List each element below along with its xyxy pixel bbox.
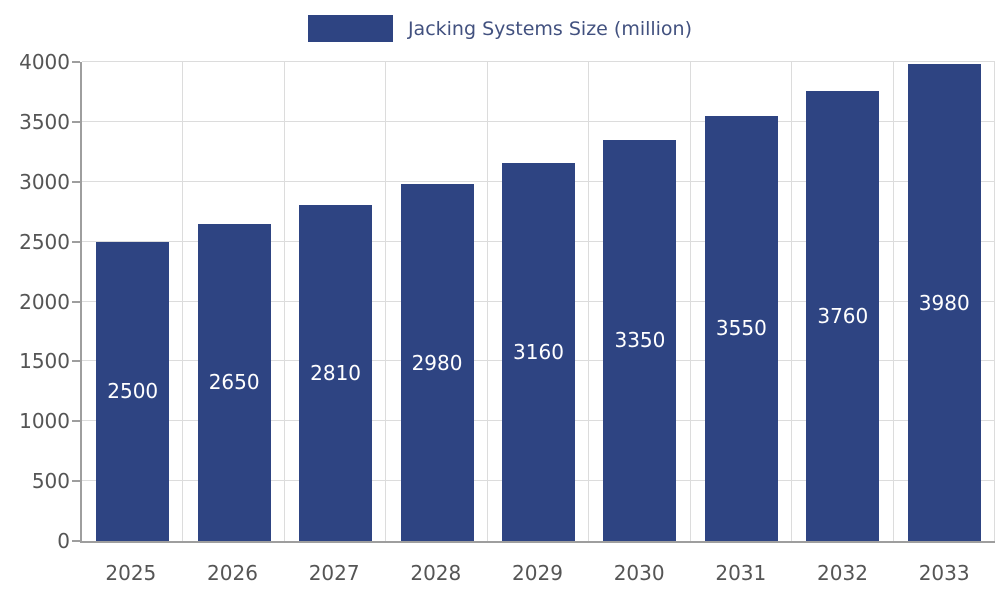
x-tick-label: 2033	[918, 561, 970, 585]
y-tick-label: 2500	[19, 229, 70, 254]
legend-label: Jacking Systems Size (million)	[407, 17, 693, 40]
x-tick-label: 2026	[207, 561, 258, 585]
legend-swatch	[307, 15, 393, 42]
bar-value-label: 3760	[817, 303, 869, 328]
legend: Jacking Systems Size (million)	[0, 15, 1000, 42]
bar-2028: 2980	[400, 184, 474, 541]
gridline-vertical	[486, 62, 488, 541]
plot-area: 2500 2650 2810 2980 3160 3350 3550 3760 3980	[72, 61, 995, 543]
bar-slot: 2980	[386, 62, 487, 541]
bar-slot: 3760	[792, 62, 893, 541]
y-tick-label: 0	[57, 529, 70, 553]
bar-2027: 2810	[299, 204, 373, 541]
y-axis-tick	[72, 420, 80, 423]
bar-2033: 3980	[907, 64, 981, 541]
y-axis-tick	[72, 480, 80, 483]
y-axis-tick	[72, 300, 80, 303]
x-tick-label: 2031	[715, 561, 767, 585]
x-tick-label: 2030	[613, 561, 665, 585]
y-axis-tick	[72, 120, 80, 123]
bar-slot: 3350	[589, 62, 690, 541]
y-tick-label: 1500	[19, 349, 70, 374]
bar-2031: 3550	[704, 115, 778, 541]
bar-2032: 3760	[806, 90, 880, 541]
bar-2025: 2500	[96, 241, 170, 541]
bar-slot: 3550	[691, 62, 792, 541]
x-axis: 2025 2026 2027 2028 2029 2030 2031 2032 2033	[80, 545, 995, 595]
gridline-vertical	[689, 62, 691, 541]
bar-value-label: 2650	[208, 370, 260, 395]
gridline-vertical	[182, 62, 184, 541]
bar-value-label: 3550	[715, 316, 767, 341]
gridline-horizontal	[82, 61, 995, 62]
y-axis-tick	[72, 180, 80, 183]
x-tick-label: 2028	[410, 561, 462, 585]
y-axis-tick	[72, 240, 80, 243]
bar-slot: 2650	[183, 62, 284, 541]
bar-slot: 3160	[488, 62, 589, 541]
bar-2029: 3160	[501, 162, 575, 541]
gridline-vertical	[385, 62, 387, 541]
gridline-vertical	[994, 62, 995, 541]
y-axis-tick	[72, 540, 80, 542]
y-axis-tick	[72, 61, 80, 63]
bar-value-label: 2810	[310, 360, 362, 385]
bar-slot: 2810	[285, 62, 386, 541]
bar-value-label: 3160	[513, 339, 564, 364]
x-tick-label: 2032	[817, 561, 868, 585]
bar-slot: 2500	[82, 62, 183, 541]
y-tick-label: 2000	[19, 289, 70, 314]
y-tick-label: 3000	[19, 169, 70, 194]
gridline-vertical	[588, 62, 590, 541]
x-tick-label: 2029	[512, 561, 563, 585]
bar-value-label: 2980	[411, 350, 463, 375]
y-axis: 0 500 1000 1500 2000 2500 3000 3500 4000	[0, 52, 70, 551]
y-axis-tick	[72, 360, 80, 363]
y-tick-label: 500	[31, 469, 70, 494]
bar-value-label: 3350	[614, 328, 666, 353]
x-tick-label: 2027	[308, 561, 360, 585]
bar-value-label: 3980	[918, 290, 970, 315]
y-tick-label: 3500	[19, 109, 70, 134]
bar-2030: 3350	[603, 139, 677, 541]
bar-slot: 3980	[894, 62, 995, 541]
y-tick-label: 4000	[19, 50, 70, 74]
bar-value-label: 2500	[107, 379, 159, 404]
gridline-horizontal	[82, 120, 995, 122]
x-tick-label: 2025	[105, 561, 157, 585]
gridline-vertical	[791, 62, 793, 541]
gridline-vertical	[892, 62, 894, 541]
gridline-vertical	[283, 62, 285, 541]
bar-2026: 2650	[197, 223, 271, 541]
y-tick-label: 1000	[19, 409, 70, 434]
